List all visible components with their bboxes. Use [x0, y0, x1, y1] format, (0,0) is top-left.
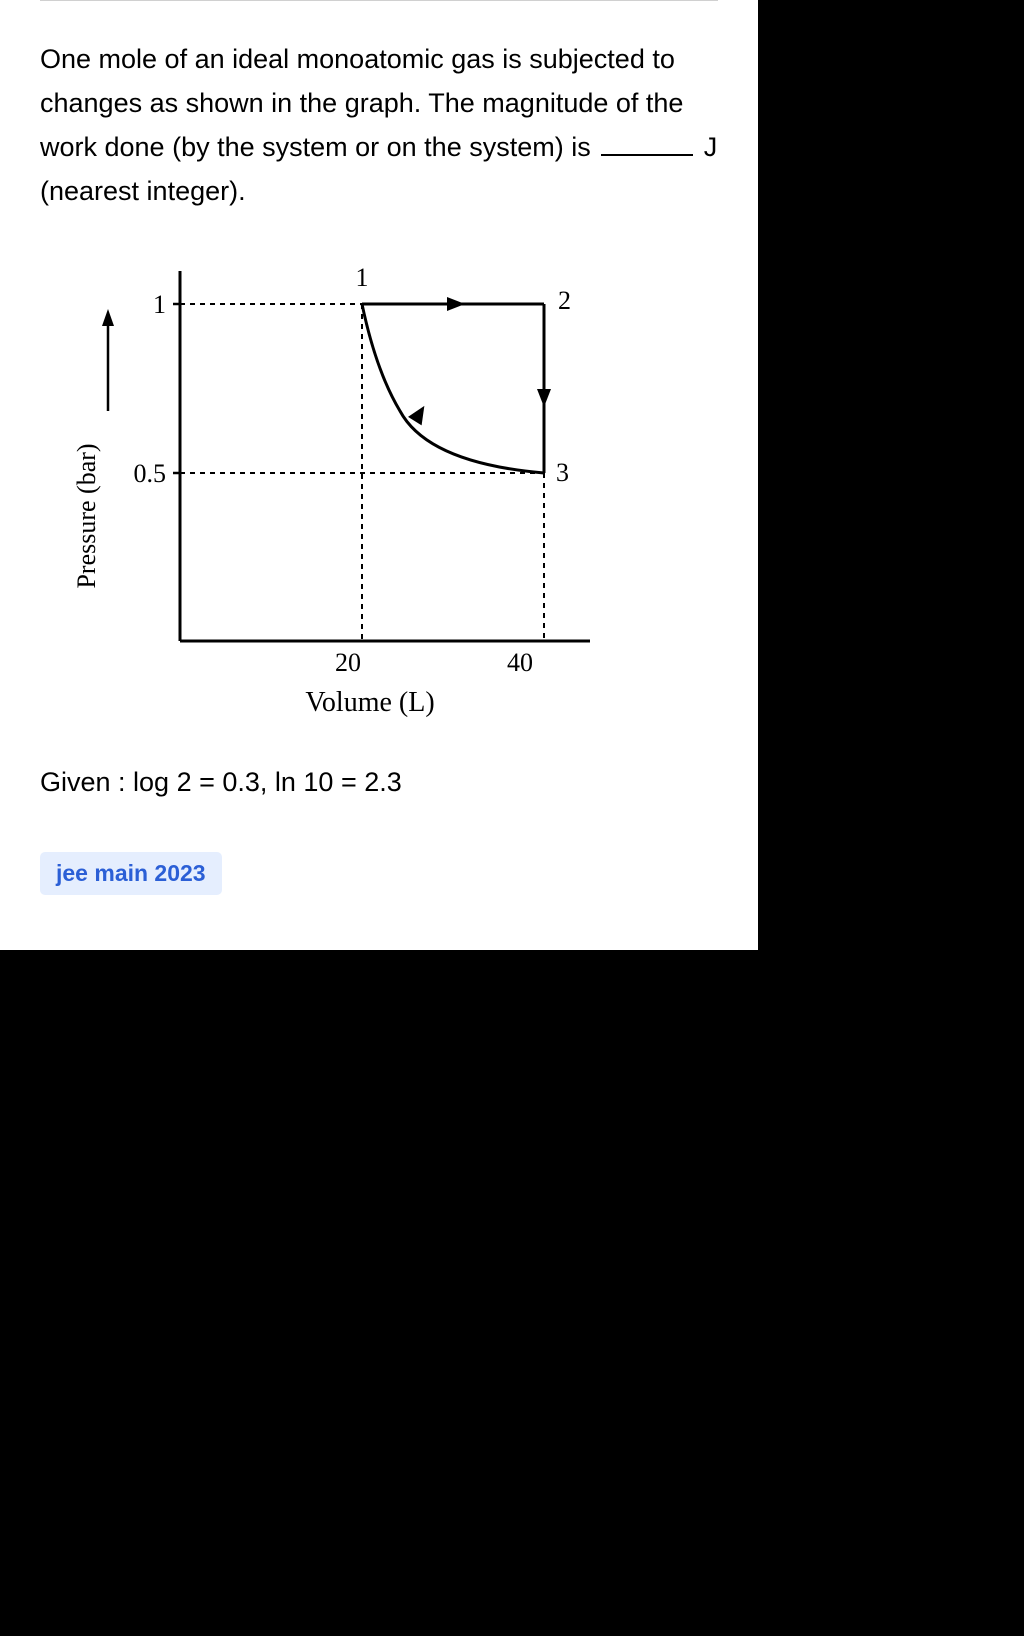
arrow-3-1-group [408, 402, 431, 426]
point-label-2: 2 [558, 286, 571, 315]
arrow-3-1 [408, 402, 431, 426]
y-axis-label: Pressure (bar) [72, 443, 101, 588]
question-card: One mole of an ideal monoatomic gas is s… [0, 0, 758, 950]
chart-svg: 1 0.5 20 40 Volume (L) Pressure (bar) [40, 241, 600, 731]
answer-blank [601, 154, 693, 156]
arrow-1-2 [447, 297, 465, 311]
divider [40, 0, 718, 1]
point-label-3: 3 [556, 458, 569, 487]
point-label-1: 1 [356, 263, 369, 292]
x-axis-label: Volume (L) [305, 687, 434, 718]
arrow-2-3 [537, 389, 551, 407]
given-text: Given : log 2 = 0.3, ln 10 = 2.3 [40, 767, 718, 798]
xtick-label-20: 20 [335, 648, 361, 677]
ytick-label-1: 1 [153, 290, 166, 319]
exam-tag[interactable]: jee main 2023 [40, 852, 222, 895]
pv-diagram: 1 0.5 20 40 Volume (L) Pressure (bar) [40, 241, 600, 731]
y-axis-label-group: Pressure (bar) [72, 443, 101, 588]
question-text: One mole of an ideal monoatomic gas is s… [40, 37, 718, 213]
question-before-blank: One mole of an ideal monoatomic gas is s… [40, 44, 683, 162]
ytick-label-05: 0.5 [134, 459, 167, 488]
process-3-1 [362, 304, 544, 473]
y-axis-arrow-head [102, 309, 114, 326]
xtick-label-40: 40 [507, 648, 533, 677]
